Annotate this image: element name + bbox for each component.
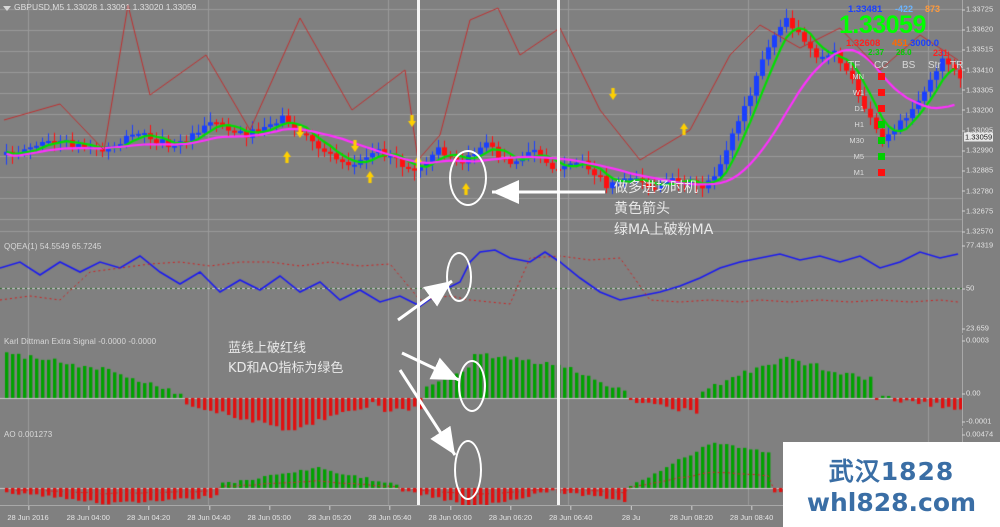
dash-cc-cell [878, 121, 885, 128]
price-tick: 1.32675 [961, 206, 994, 216]
kd-y-axis[interactable]: 0.0003 0.00 -0.0001 [961, 335, 1000, 426]
qqea-panel-label: QQEA(1) 54.5549 65.7245 [4, 242, 102, 251]
current-price-tag: 1.33059 [964, 132, 994, 142]
watermark-line1: 武汉1828 [828, 457, 955, 486]
time-tick: 28 Jun 2016 [7, 506, 49, 522]
kd-tick-mid: 0.00 [962, 388, 981, 398]
highlight-ellipse-qqea [446, 252, 472, 302]
highlight-ellipse-ao [454, 440, 482, 500]
price-tick: 1.33200 [961, 105, 994, 115]
symbol-period-label: GBPUSD,M5 1.33028 1.33091 1.33020 1.3305… [14, 2, 197, 12]
dash-value-237: 2:37 [868, 48, 885, 57]
price-tick: 1.32780 [961, 186, 994, 196]
price-tick: 1.33515 [961, 44, 994, 54]
dash-value-231: 231 [933, 48, 949, 58]
highlight-ellipse-kd [458, 360, 486, 412]
dash-cc-cell [878, 89, 885, 96]
time-x-axis[interactable]: 28 Jun 2016 28 Jun 04:00 28 Jun 04:20 28 Ju… [0, 505, 1000, 527]
dash-value-280: 28.0 [896, 48, 912, 57]
dash-cc-cell [878, 153, 885, 160]
ao-panel-label: AO 0.001273 [4, 430, 53, 439]
price-tick: 1.32990 [961, 145, 994, 155]
price-tick: 1.33410 [961, 65, 994, 75]
annotation-indicator-line2: KD和AO指标为绿色 [228, 361, 344, 376]
qqea-tick-high: 77.4319 [961, 240, 994, 250]
dash-bid-price: 1.32608 [846, 38, 881, 49]
time-tick: 28 Jun 06:40 [549, 506, 593, 522]
dash-cc-cell [878, 169, 885, 176]
time-tick: 28 Jun 08:40 [729, 506, 774, 522]
time-tick: 28 Jun 06:00 [428, 506, 472, 522]
dash-cc-cell [878, 105, 885, 112]
time-tick: 28 Jun 04:00 [66, 506, 110, 522]
dash-col-tr: TR [950, 60, 964, 71]
dash-cc-cell [878, 137, 885, 144]
price-y-axis[interactable]: 1.33725 1.33620 1.33515 1.33410 1.33305 1.332… [961, 0, 1000, 240]
time-tick: 28 Jun 05:20 [307, 506, 352, 522]
price-tick: 1.32570 [961, 226, 994, 236]
dash-tf-w1: W1 [852, 88, 864, 97]
annotation-entry-line3: 绿MA上破粉MA [614, 222, 714, 238]
dash-col-tf: TF [848, 60, 861, 71]
dash-tf-h1: H1 [854, 120, 864, 129]
dash-tf-m30: M30 [849, 136, 864, 145]
watermark: 武汉1828 whl828.com [783, 442, 1000, 527]
dash-col-str: Str [928, 60, 941, 71]
dash-value-3000: 3000.0 [910, 38, 940, 49]
ao-tick-high: 0.00474 [961, 429, 994, 439]
triangle-down-icon[interactable] [3, 6, 11, 11]
annotation-indicator-line1: 蓝线上破红线 [228, 341, 307, 356]
annotation-entry-line2: 黄色箭头 [614, 201, 670, 217]
time-tick: 28 Jun 05:00 [247, 506, 291, 522]
price-tick: 1.33095 [961, 125, 994, 135]
time-tick: 28 Jun 04:20 [126, 506, 171, 522]
qqea-y-axis[interactable]: 77.4319 50 23.659 [961, 240, 1000, 333]
qqea-tick-low: 23.659 [962, 323, 989, 333]
dash-tf-m1: M1 [853, 168, 864, 177]
highlight-ellipse-price [449, 150, 487, 206]
dash-col-bs: BS [902, 60, 916, 71]
time-tick: 28 Jun 08:20 [669, 506, 713, 522]
price-tick: 1.33725 [961, 4, 994, 14]
dash-cc-cell [878, 73, 885, 80]
time-tick: 28 Jun 04:40 [187, 506, 231, 522]
kd-tick-low: -0.0001 [961, 416, 992, 426]
time-tick: 28 Ju [621, 506, 641, 522]
kd-panel-label: Karl Dittman Extra Signal -0.0000 -0.000… [4, 337, 157, 346]
annotation-entry-line1: 做多进场时机 [614, 180, 698, 196]
dash-orange-value: 873 [925, 4, 941, 14]
price-tick: 1.32885 [961, 165, 994, 175]
watermark-line2: whl828.com [806, 488, 977, 517]
dash-tf-m5: M5 [853, 152, 864, 161]
dash-current-price: 1.33059 [839, 11, 926, 39]
price-tick: 1.33305 [961, 85, 994, 95]
price-tick: 1.33620 [961, 24, 994, 34]
dash-col-cc: CC [874, 60, 889, 71]
time-tick: 28 Jun 05:40 [368, 506, 412, 522]
dash-tf-mn: MN [852, 72, 864, 81]
dash-tf-d1: D1 [854, 104, 864, 113]
dash-value-451: 451 [892, 38, 908, 49]
indicator-dashboard: 1.33481 -422 873 1.33059 1.32608 451 300… [839, 0, 964, 177]
time-tick: 28 Jun 06:20 [488, 506, 533, 522]
dash-ask-price: 1.33481 [848, 4, 883, 15]
kd-tick-high: 0.0003 [962, 335, 989, 345]
qqea-tick-mid: 50 [961, 283, 975, 293]
dash-spread-value: -422 [895, 4, 914, 14]
